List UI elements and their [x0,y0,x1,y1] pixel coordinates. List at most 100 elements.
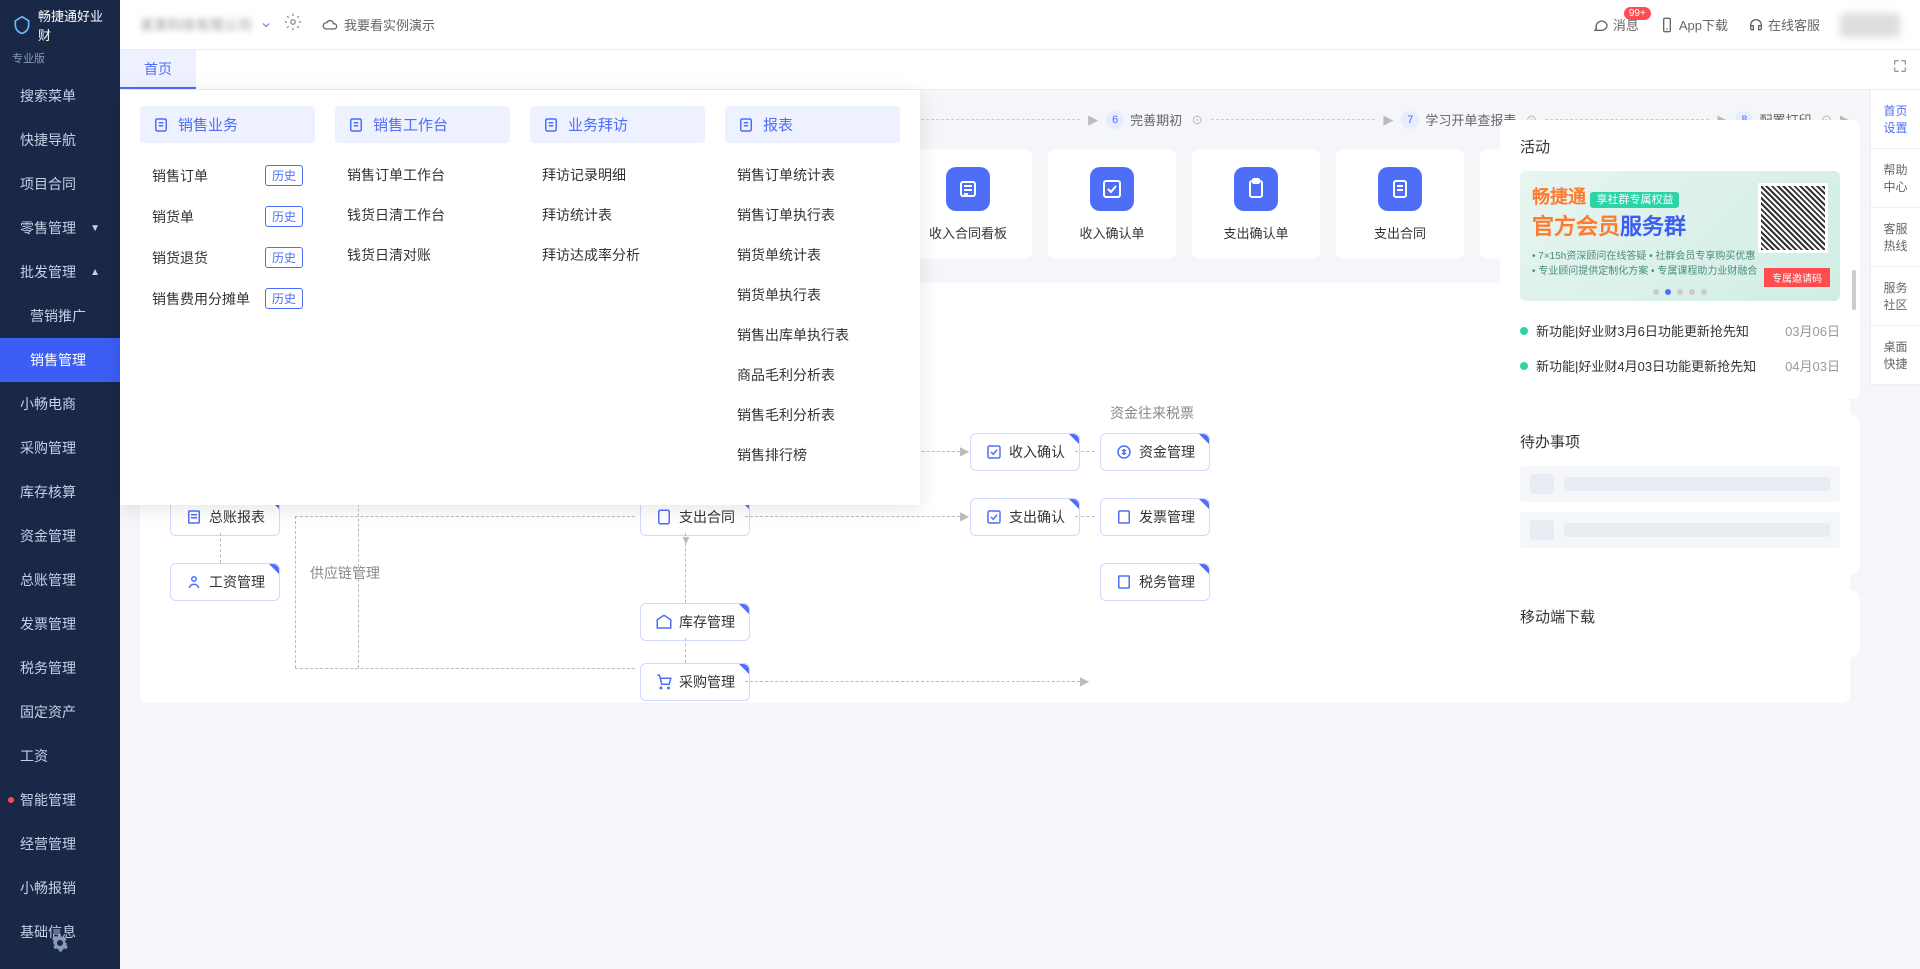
mega-item[interactable]: 销货单历史 [140,196,315,237]
mega-item[interactable]: 钱货日清对账 [335,235,510,275]
flow-node-salary[interactable]: 工资管理 [170,563,280,601]
messages-button[interactable]: 消息 99+ [1593,15,1639,34]
mega-item[interactable]: 钱货日清工作台 [335,195,510,235]
mega-item[interactable]: 销售订单工作台 [335,155,510,195]
flow-node-fund[interactable]: 资金管理 [1100,433,1210,471]
promo-banner[interactable]: 畅捷通 享社群专属权益 官方会员服务群 • 7×15h资深顾问在线答疑 • 社群… [1520,171,1840,301]
quick-card[interactable]: 收入合同看板 [904,149,1032,259]
mega-header: 销售业务 [140,106,315,143]
sidebar-item[interactable]: 批发管理▲ [0,250,120,294]
sidebar-item[interactable]: 项目合同 [0,162,120,206]
mega-item[interactable]: 销货退货历史 [140,237,315,278]
flow-node-invoice[interactable]: 发票管理 [1100,498,1210,536]
mega-item[interactable]: 销售毛利分析表 [725,395,900,435]
sidebar-item[interactable]: 固定资产 [0,690,120,734]
header-gear-icon[interactable] [284,13,302,36]
sidebar-item[interactable]: 工资 [0,734,120,778]
flow-node-inventory[interactable]: 库存管理 [640,603,750,641]
todo-panel: 待办事项 [1500,415,1860,574]
carousel-dots[interactable] [1653,289,1707,295]
quick-card[interactable]: 收入确认单 [1048,149,1176,259]
mega-item[interactable]: 销售费用分摊单历史 [140,278,315,319]
mega-item[interactable]: 拜访达成率分析 [530,235,705,275]
tab-home[interactable]: 首页 [120,50,196,89]
mega-header: 销售工作台 [335,106,510,143]
mega-header: 业务拜访 [530,106,705,143]
user-avatar[interactable] [1840,13,1900,37]
sidebar-item[interactable]: 营销推广 [0,294,120,338]
news-item[interactable]: 新功能|好业财3月6日功能更新抢先知03月06日 [1520,313,1840,348]
sidebar-item[interactable]: 销售管理 [0,338,120,382]
sidebar-item[interactable]: 经营管理 [0,822,120,866]
rail-item[interactable]: 首页 设置 [1871,90,1920,149]
flow-node-income-confirm[interactable]: 收入确认 [970,433,1080,471]
sidebar-item[interactable]: 资金管理 [0,514,120,558]
sidebar-item[interactable]: 发票管理 [0,602,120,646]
rail-item[interactable]: 帮助 中心 [1871,149,1920,208]
sidebar-settings-icon[interactable] [0,934,120,957]
sidebar-item[interactable]: 搜索菜单 [0,74,120,118]
download-panel: 移动端下载 [1500,590,1860,657]
flow-node-purchase[interactable]: 采购管理 [640,663,750,701]
app-download-button[interactable]: App下载 [1659,15,1728,34]
flow-node-expense-confirm[interactable]: 支出确认 [970,498,1080,536]
history-tag[interactable]: 历史 [265,247,303,268]
right-column: 活动 畅捷通 享社群专属权益 官方会员服务群 • 7×15h资深顾问在线答疑 •… [1500,120,1860,673]
sidebar-item[interactable]: 零售管理▼ [0,206,120,250]
download-title: 移动端下载 [1520,606,1840,627]
company-selector[interactable]: 某某科技有限公司 [140,15,272,35]
phone-icon [1659,17,1675,33]
history-tag[interactable]: 历史 [265,288,303,309]
mega-item[interactable]: 销货单执行表 [725,275,900,315]
mega-item[interactable]: 拜访记录明细 [530,155,705,195]
mega-item[interactable]: 销售订单历史 [140,155,315,196]
tab-bar: 首页 [120,50,1920,90]
headset-icon [1748,17,1764,33]
history-tag[interactable]: 历史 [265,206,303,227]
logo: 畅捷通好业财 [0,0,120,50]
sidebar-item[interactable]: 采购管理 [0,426,120,470]
step[interactable]: 6完善期初 ⊙ [1106,110,1203,129]
cloud-icon [322,17,338,33]
group-tax: 资金往来税票 [1110,403,1194,423]
news-item[interactable]: 新功能|好业财4月03日功能更新抢先知04月03日 [1520,348,1840,383]
mega-menu: 销售业务销售订单历史销货单历史销货退货历史销售费用分摊单历史 销售工作台销售订单工… [120,90,920,505]
mega-item[interactable]: 销售订单统计表 [725,155,900,195]
support-button[interactable]: 在线客服 [1748,15,1820,34]
qr-code [1758,183,1828,253]
sidebar-item[interactable]: 总账管理 [0,558,120,602]
message-icon [1593,17,1609,33]
quick-card[interactable]: 支出合同 [1336,149,1464,259]
mega-item[interactable]: 商品毛利分析表 [725,355,900,395]
mega-item[interactable]: 销售排行榜 [725,435,900,475]
rail-item[interactable]: 桌面 快捷 [1871,326,1920,385]
history-tag[interactable]: 历史 [265,165,303,186]
sidebar-item[interactable]: 小畅电商 [0,382,120,426]
sidebar-item[interactable]: 库存核算 [0,470,120,514]
sidebar-item[interactable]: 快捷导航 [0,118,120,162]
mega-header: 报表 [725,106,900,143]
activity-title: 活动 [1520,136,1840,157]
rail-item[interactable]: 服务 社区 [1871,267,1920,326]
scroll-indicator[interactable] [1852,270,1856,310]
mega-item[interactable]: 销售出库单执行表 [725,315,900,355]
message-badge: 99+ [1624,7,1651,20]
sidebar-item[interactable]: 小畅报销 [0,866,120,910]
chevron-down-icon [260,19,272,31]
logo-icon [12,15,32,35]
mega-item[interactable]: 拜访统计表 [530,195,705,235]
right-rail: 首页 设置帮助 中心客服 热线服务 社区桌面 快捷 [1870,90,1920,385]
activity-panel: 活动 畅捷通 享社群专属权益 官方会员服务群 • 7×15h资深顾问在线答疑 •… [1500,120,1860,399]
todo-placeholder [1520,512,1840,548]
mega-item[interactable]: 销货单统计表 [725,235,900,275]
demo-button[interactable]: 我要看实例演示 [322,15,435,34]
quick-card[interactable]: 支出确认单 [1192,149,1320,259]
flow-node-tax[interactable]: 税务管理 [1100,563,1210,601]
logo-text: 畅捷通好业财 [38,6,108,44]
sidebar-item[interactable]: 智能管理 [0,778,120,822]
fullscreen-icon[interactable] [1892,58,1908,79]
sidebar: 畅捷通好业财 专业版 搜索菜单快捷导航项目合同零售管理▼批发管理▲营销推广销售管… [0,0,120,969]
rail-item[interactable]: 客服 热线 [1871,208,1920,267]
sidebar-item[interactable]: 税务管理 [0,646,120,690]
mega-item[interactable]: 销售订单执行表 [725,195,900,235]
